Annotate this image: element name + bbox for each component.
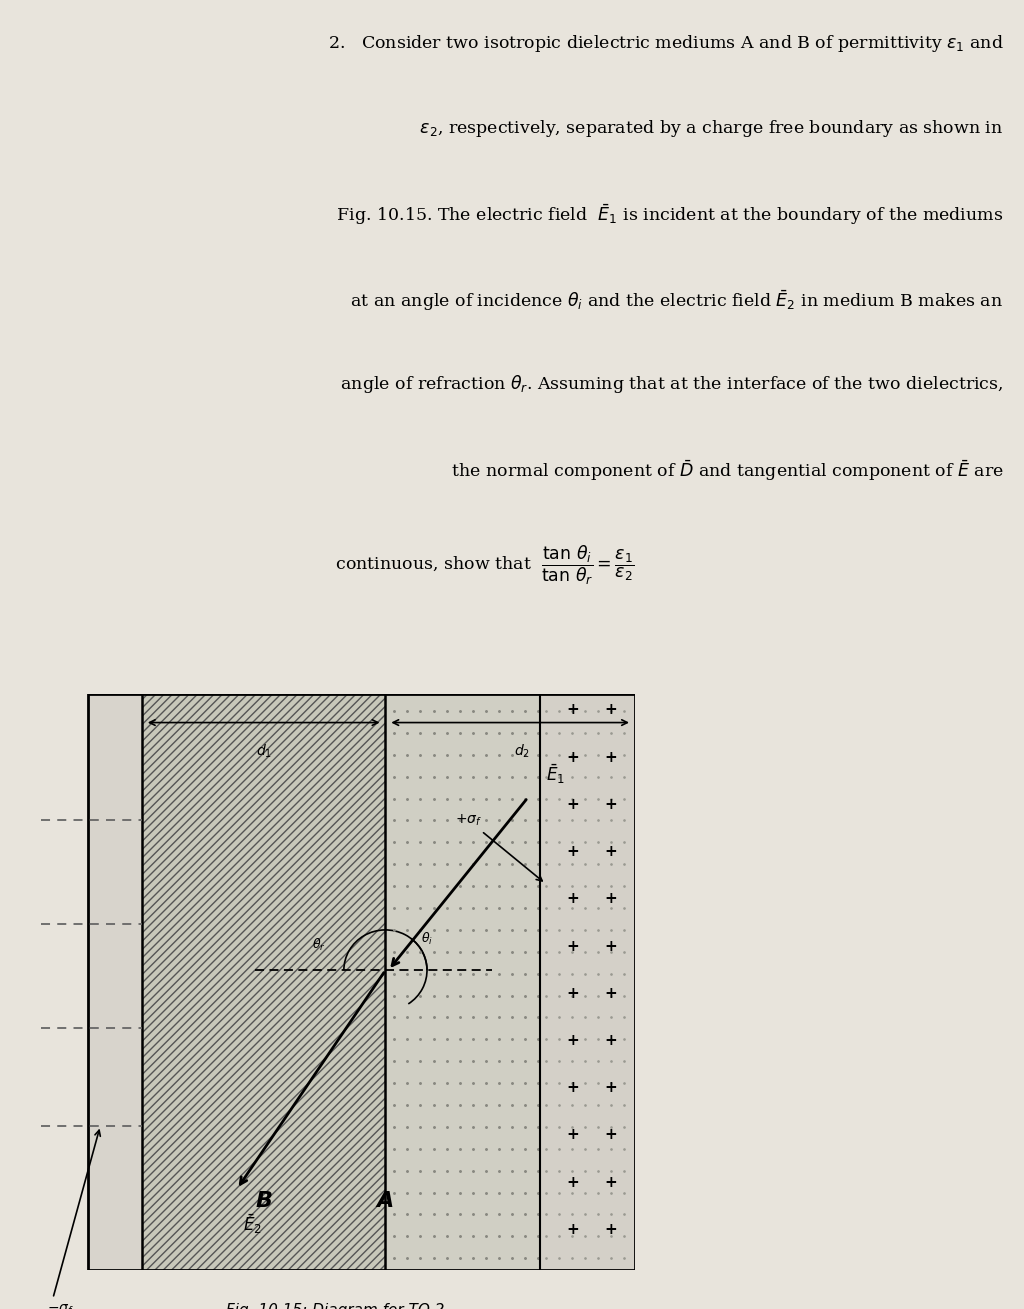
Text: +: +: [605, 844, 617, 859]
Text: $d_2$: $d_2$: [514, 742, 530, 761]
Text: +: +: [605, 703, 617, 717]
Text: +: +: [566, 1080, 580, 1096]
Text: A: A: [377, 1191, 394, 1211]
Text: $\theta_i$: $\theta_i$: [421, 931, 433, 948]
Text: angle of refraction $\theta_r$. Assuming that at the interface of the two dielec: angle of refraction $\theta_r$. Assuming…: [313, 373, 1004, 395]
Text: +: +: [605, 1127, 617, 1143]
Text: at an angle of incidence $\theta_i$ and the electric field $\bar{E}_2$ in medium: at an angle of incidence $\theta_i$ and …: [324, 288, 1004, 313]
Text: +: +: [566, 1127, 580, 1143]
Text: +: +: [566, 891, 580, 906]
Text: +: +: [566, 1221, 580, 1237]
Text: +: +: [566, 1033, 580, 1049]
Text: $d_1$: $d_1$: [256, 742, 271, 761]
Text: +: +: [605, 939, 617, 953]
Text: Fig. 10.15: Diagram for TQ 2.: Fig. 10.15: Diagram for TQ 2.: [226, 1302, 450, 1309]
Text: +: +: [605, 797, 617, 812]
Bar: [385, 694, 540, 1270]
Text: +: +: [566, 844, 580, 859]
Bar: [142, 694, 385, 1270]
Text: $\bar{E}_1$: $\bar{E}_1$: [546, 762, 565, 785]
Bar: [88, 694, 142, 1270]
Text: +: +: [566, 750, 580, 764]
Text: $\bar{E}_2$: $\bar{E}_2$: [243, 1212, 262, 1236]
Text: continuous, show that  $\dfrac{\tan\,\theta_i}{\tan\,\theta_r} = \dfrac{\varepsi: continuous, show that $\dfrac{\tan\,\the…: [308, 543, 635, 586]
Text: $\varepsilon_2$, respectively, separated by a charge free boundary as shown in: $\varepsilon_2$, respectively, separated…: [392, 118, 1004, 139]
Text: $\theta_r$: $\theta_r$: [312, 937, 326, 953]
Text: +: +: [566, 703, 580, 717]
Text: +: +: [605, 1174, 617, 1190]
Text: $+\sigma_f$: $+\sigma_f$: [455, 813, 542, 881]
Text: +: +: [605, 1033, 617, 1049]
Text: +: +: [566, 939, 580, 953]
Text: +: +: [566, 986, 580, 1001]
Text: +: +: [566, 797, 580, 812]
Bar: [540, 694, 635, 1270]
Text: +: +: [605, 1221, 617, 1237]
Text: +: +: [605, 1080, 617, 1096]
Text: +: +: [605, 750, 617, 764]
Text: B: B: [255, 1191, 272, 1211]
Text: $-\sigma_f$: $-\sigma_f$: [47, 1302, 74, 1309]
Bar: [142, 694, 385, 1270]
Text: +: +: [605, 986, 617, 1001]
Text: Fig. 10.15. The electric field  $\bar{E}_1$ is incident at the boundary of the m: Fig. 10.15. The electric field $\bar{E}_…: [309, 203, 1004, 228]
Text: +: +: [605, 891, 617, 906]
Text: +: +: [566, 1174, 580, 1190]
Text: the normal component of $\bar{D}$ and tangential component of $\bar{E}$ are: the normal component of $\bar{D}$ and ta…: [424, 458, 1004, 483]
Text: 2.   Consider two isotropic dielectric mediums A and B of permittivity $\varepsi: 2. Consider two isotropic dielectric med…: [328, 33, 1004, 54]
